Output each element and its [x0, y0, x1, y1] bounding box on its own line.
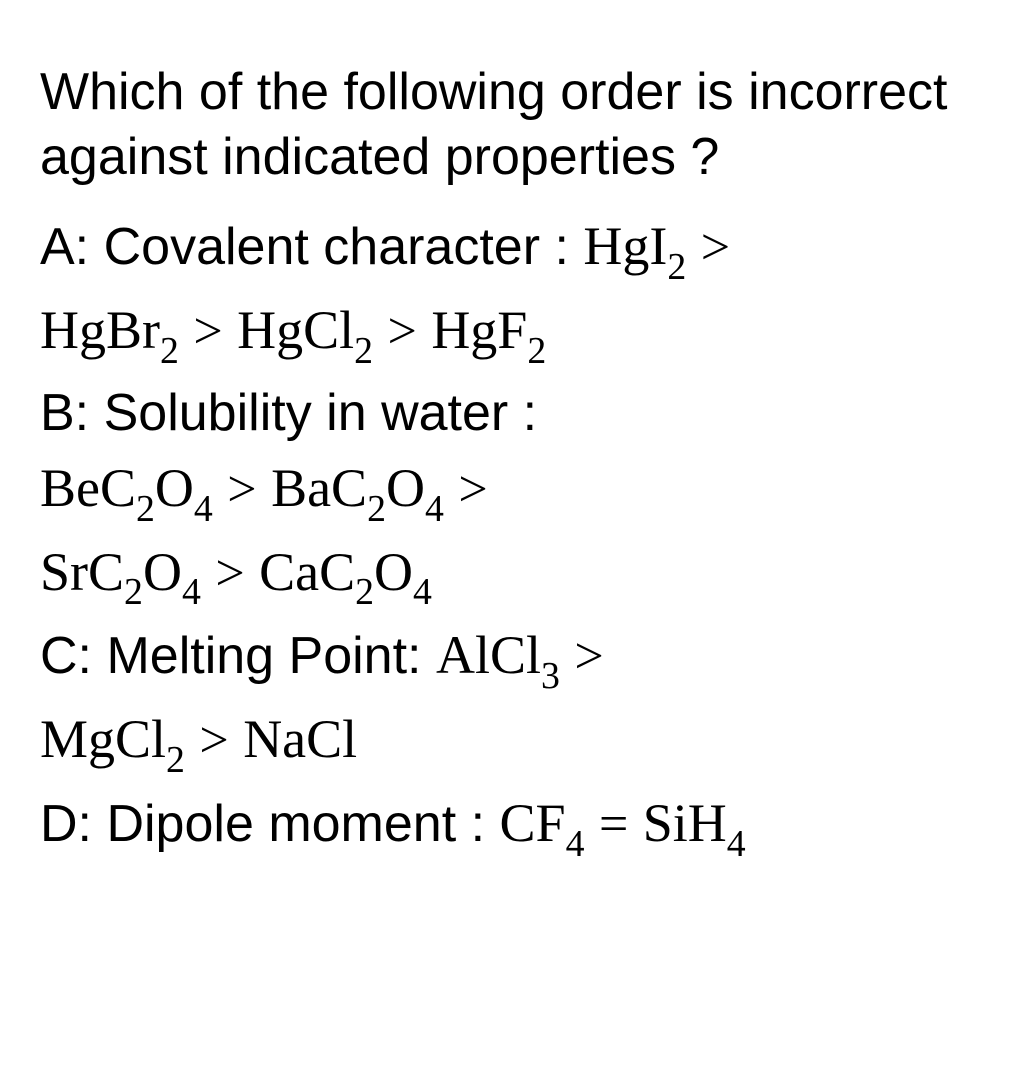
option-c: C: Melting Point: AlCl3 > [40, 619, 984, 699]
eq-symbol: = [599, 796, 628, 853]
option-c-line2: MgCl2 > NaCl [40, 703, 984, 783]
option-c-label: C: [40, 627, 92, 685]
formula-hgcl2: HgCl2 [237, 300, 373, 360]
formula-hgbr2: HgBr2 [40, 300, 179, 360]
formula-sih4: SiH4 [643, 793, 746, 853]
gt-symbol: > [701, 219, 730, 276]
option-a-label: A: [40, 218, 89, 276]
formula-alcl3: AlCl3 [436, 625, 560, 685]
question-container: Which of the following order is incorrec… [40, 60, 984, 867]
formula-cac2o4: CaC2O4 [259, 542, 432, 602]
gt-symbol: > [215, 545, 244, 602]
option-d: D: Dipole moment : CF4 = SiH4 [40, 787, 984, 867]
formula-cf4: CF4 [500, 793, 585, 853]
formula-hgi2: HgI2 [583, 216, 686, 276]
option-a-property: Covalent character : [104, 218, 569, 276]
option-c-property: Melting Point: [106, 627, 421, 685]
option-d-property: Dipole moment : [106, 795, 485, 853]
gt-symbol: > [199, 712, 228, 769]
option-a: A: Covalent character : HgI2 > [40, 210, 984, 290]
question-stem: Which of the following order is incorrec… [40, 60, 984, 190]
formula-src2o4: SrC2O4 [40, 542, 201, 602]
formula-mgcl2: MgCl2 [40, 709, 185, 769]
formula-nacl: NaCl [243, 709, 357, 769]
option-d-label: D: [40, 795, 92, 853]
option-b-label: B: [40, 384, 89, 442]
gt-symbol: > [458, 461, 487, 518]
option-b-property: Solubility in water : [104, 384, 538, 442]
option-b: B: Solubility in water : [40, 378, 984, 448]
option-b-line3: SrC2O4 > CaC2O4 [40, 536, 984, 616]
formula-bac2o4: BaC2O4 [271, 458, 444, 518]
gt-symbol: > [574, 628, 603, 685]
formula-bec2o4: BeC2O4 [40, 458, 213, 518]
gt-symbol: > [227, 461, 256, 518]
gt-symbol: > [388, 303, 417, 360]
option-b-line2: BeC2O4 > BaC2O4 > [40, 452, 984, 532]
gt-symbol: > [193, 303, 222, 360]
option-a-line2: HgBr2 > HgCl2 > HgF2 [40, 294, 984, 374]
formula-hgf2: HgF2 [431, 300, 546, 360]
